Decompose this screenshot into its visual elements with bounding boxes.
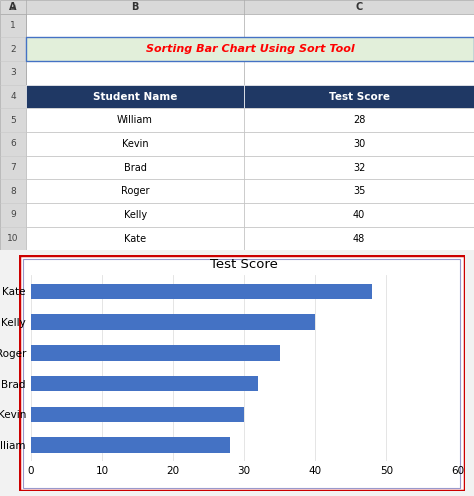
Bar xyxy=(31,284,372,299)
Text: Roger: Roger xyxy=(121,186,149,196)
Text: 3: 3 xyxy=(10,68,16,77)
Text: Kelly: Kelly xyxy=(124,210,146,220)
Bar xyxy=(26,156,244,180)
Text: A: A xyxy=(9,2,17,12)
Bar xyxy=(0,0,474,14)
Text: Test Score: Test Score xyxy=(328,92,390,102)
Text: Sorting Bar Chart Using Sort Tool: Sorting Bar Chart Using Sort Tool xyxy=(146,44,355,54)
Text: 30: 30 xyxy=(353,139,365,149)
Bar xyxy=(244,227,474,250)
Text: 35: 35 xyxy=(353,186,365,196)
Bar xyxy=(26,203,244,227)
Text: 5: 5 xyxy=(10,116,16,125)
Text: 2: 2 xyxy=(10,45,16,54)
Bar xyxy=(26,180,244,203)
FancyBboxPatch shape xyxy=(19,255,465,491)
Bar xyxy=(244,156,474,180)
Text: 6: 6 xyxy=(10,139,16,148)
Text: ◢: ◢ xyxy=(10,4,16,10)
Bar xyxy=(26,37,474,61)
Text: Brad: Brad xyxy=(124,163,146,173)
Bar xyxy=(244,85,474,109)
Text: 1: 1 xyxy=(10,21,16,30)
Bar xyxy=(244,109,474,132)
Bar xyxy=(31,407,244,422)
Text: B: B xyxy=(131,2,139,12)
Bar xyxy=(26,227,244,250)
Bar xyxy=(26,132,244,156)
Title: Test Score: Test Score xyxy=(210,258,278,271)
Text: 7: 7 xyxy=(10,163,16,172)
Text: 4: 4 xyxy=(10,92,16,101)
Bar xyxy=(31,376,258,391)
Text: Kevin: Kevin xyxy=(122,139,148,149)
Text: 32: 32 xyxy=(353,163,365,173)
Bar xyxy=(0,14,26,250)
Text: C: C xyxy=(356,2,363,12)
Bar xyxy=(26,109,244,132)
Text: William: William xyxy=(117,115,153,125)
Text: Student Name: Student Name xyxy=(93,92,177,102)
Bar xyxy=(244,132,474,156)
Text: Kate: Kate xyxy=(124,234,146,244)
Text: 40: 40 xyxy=(353,210,365,220)
Bar xyxy=(31,314,315,330)
Text: 28: 28 xyxy=(353,115,365,125)
Text: 9: 9 xyxy=(10,210,16,219)
Bar xyxy=(244,180,474,203)
Text: 8: 8 xyxy=(10,187,16,196)
Bar xyxy=(31,437,230,453)
Text: 10: 10 xyxy=(7,234,19,243)
Bar xyxy=(31,345,280,361)
Bar xyxy=(244,203,474,227)
Bar xyxy=(26,85,244,109)
Text: 48: 48 xyxy=(353,234,365,244)
FancyBboxPatch shape xyxy=(23,259,460,488)
